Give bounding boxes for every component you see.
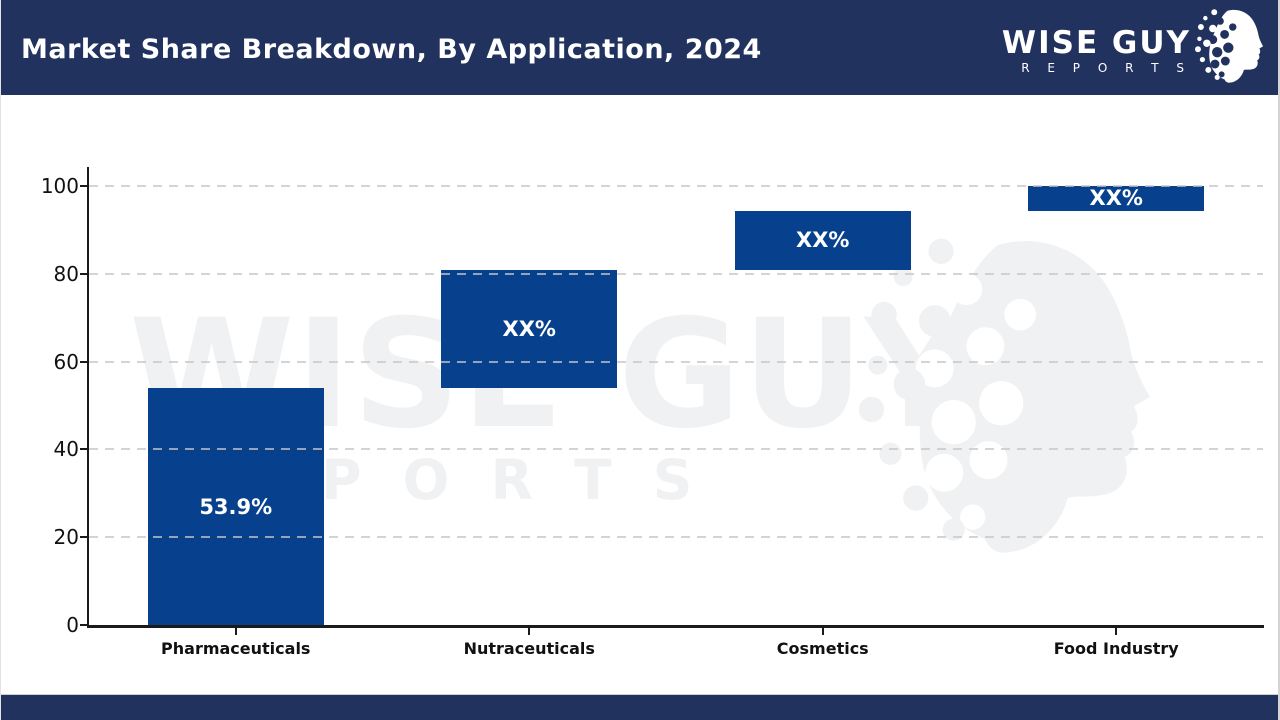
y-tick-label-100: 100 [40, 174, 79, 198]
x-tick-mark [528, 628, 531, 635]
chart-title: Market Share Breakdown, By Application, … [21, 34, 762, 65]
footer-bar [1, 694, 1278, 720]
y-tick-label-60: 60 [53, 349, 79, 374]
bar-value-label: XX% [1089, 186, 1143, 211]
bar-food-industry: XX% [1028, 186, 1205, 211]
bars-layer: 53.9% XX% XX% XX% [89, 168, 1263, 625]
header-bar: Market Share Breakdown, By Application, … [1, 0, 1278, 95]
x-category-label-pharmaceuticals: Pharmaceuticals [161, 639, 311, 658]
x-tick-mark [821, 628, 824, 635]
bar-value-label: XX% [502, 317, 556, 342]
x-category-label-nutraceuticals: Nutraceuticals [463, 639, 595, 658]
x-category-label-cosmetics: Cosmetics [776, 639, 869, 658]
y-tick-mark [80, 185, 88, 187]
logo-head-icon [1195, 9, 1264, 83]
y-tick-mark [80, 448, 88, 451]
x-tick-mark [234, 628, 237, 635]
y-tick-label-0: 0 [66, 613, 79, 637]
y-axis-labels: 0 20 40 60 80 100 [19, 0, 79, 720]
bar-value-label: XX% [796, 228, 850, 253]
x-category-label-food-industry: Food Industry [1053, 639, 1179, 658]
x-axis-category-labels: Pharmaceuticals Nutraceuticals Cosmetics Fo… [89, 639, 1263, 667]
y-tick-mark [80, 360, 88, 363]
plot-area: 53.9% XX% XX% XX% [89, 168, 1263, 625]
y-tick-label-20: 20 [53, 525, 79, 550]
logo-subtitle: R E P O R T S [1021, 60, 1191, 75]
bar-pharmaceuticals: 53.9% [147, 388, 324, 625]
y-tick-label-40: 40 [53, 437, 79, 462]
y-tick-label-80: 80 [53, 261, 79, 286]
watermark-head-icon [858, 238, 1150, 553]
logo-name: WISE GUY [1001, 24, 1191, 61]
y-tick-mark [80, 624, 88, 626]
bar-value-label: 53.9% [199, 494, 273, 519]
bar-cosmetics: XX% [734, 210, 911, 271]
bar-nutraceuticals: XX% [441, 270, 618, 389]
y-axis-line [87, 167, 89, 628]
logo-text: WISE GUY R E P O R T S [1002, 26, 1191, 75]
wise-guy-reports-logo: WISE GUY R E P O R T S [1002, 6, 1269, 88]
x-tick-mark [1115, 628, 1118, 635]
x-axis-line [87, 625, 1264, 628]
y-tick-mark [80, 272, 88, 275]
y-tick-mark [80, 536, 88, 539]
